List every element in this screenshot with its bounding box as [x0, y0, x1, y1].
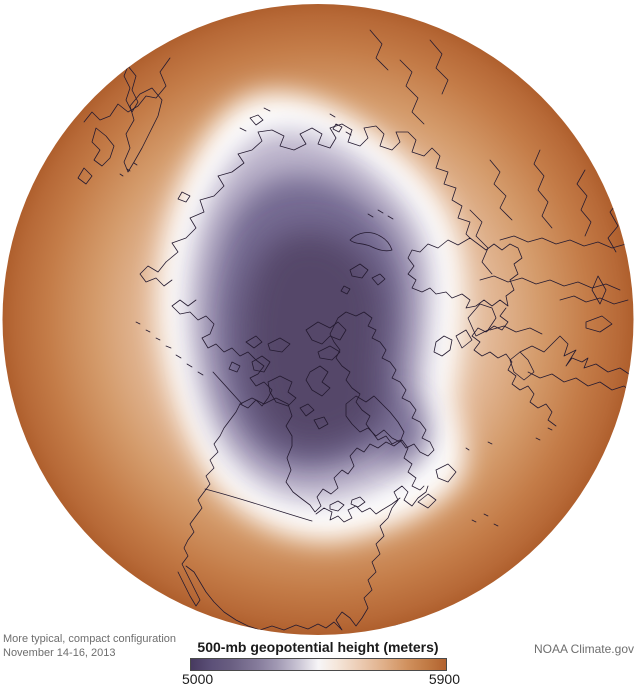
polar-map — [2, 4, 634, 635]
colorbar-min-label: 5000 — [182, 671, 214, 687]
map-caption: More typical, compact configuration Nove… — [3, 633, 176, 660]
colorbar — [190, 658, 447, 671]
legend: 500-mb geopotential height (meters) — [158, 639, 478, 657]
geopotential-height-map-svg — [2, 4, 634, 635]
coastlines — [77, 29, 634, 631]
caption-line-2: November 14-16, 2013 — [3, 646, 116, 659]
caption-line-1: More typical, compact configuration — [3, 633, 177, 645]
colorbar-max-label: 5900 — [428, 671, 460, 687]
height-field-labrador-lobe — [377, 400, 420, 460]
legend-title: 500-mb geopotential height (meters) — [197, 639, 439, 655]
credit: NOAA Climate.gov — [533, 642, 634, 656]
colorbar-labels: 5000 5900 — [182, 671, 460, 687]
